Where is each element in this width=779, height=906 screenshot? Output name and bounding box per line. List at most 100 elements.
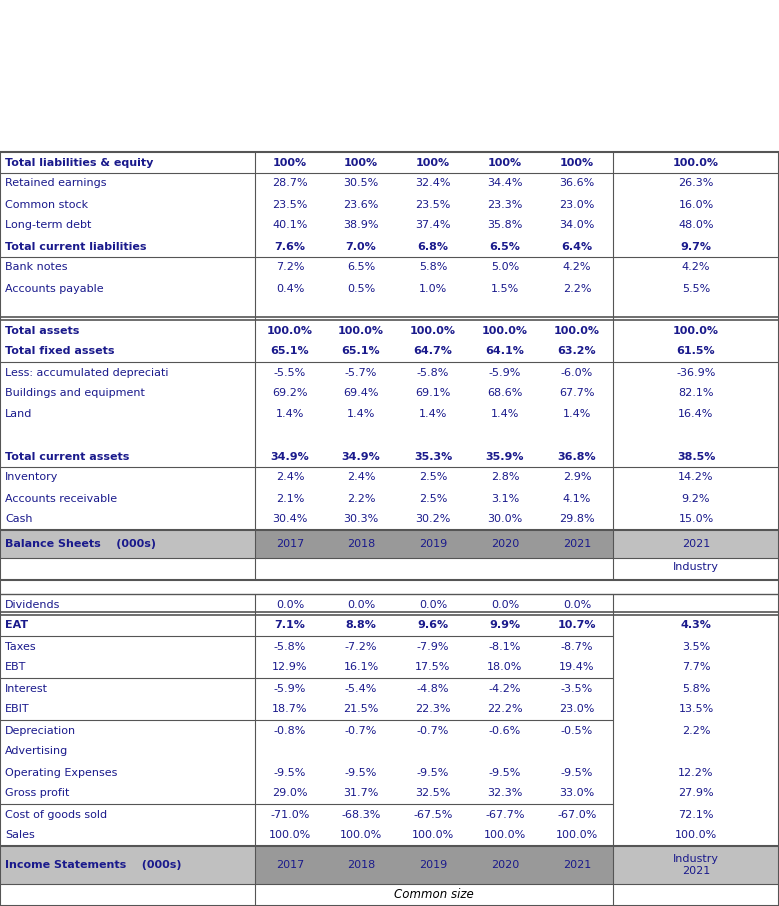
Text: Depreciation: Depreciation: [5, 726, 76, 736]
Text: 5.5%: 5.5%: [682, 284, 710, 294]
Text: 2.2%: 2.2%: [682, 726, 710, 736]
Text: 12.2%: 12.2%: [679, 767, 714, 777]
Text: 100.0%: 100.0%: [673, 325, 719, 335]
Bar: [0, 530, 255, 558]
Bar: [0, 846, 255, 884]
Text: 29.0%: 29.0%: [272, 788, 308, 798]
Text: 34.4%: 34.4%: [487, 178, 523, 188]
Bar: [613, 530, 779, 558]
Text: 6.4%: 6.4%: [562, 242, 593, 252]
Text: 34.9%: 34.9%: [342, 451, 380, 461]
Text: 13.5%: 13.5%: [679, 705, 714, 715]
Text: Industry
2021: Industry 2021: [673, 854, 719, 876]
Text: Income Statements    (000s): Income Statements (000s): [5, 860, 182, 870]
Text: 4.3%: 4.3%: [681, 621, 711, 631]
Text: Gross profit: Gross profit: [5, 788, 69, 798]
Bar: [0, 558, 255, 580]
Text: Accounts receivable: Accounts receivable: [5, 494, 117, 504]
Text: -4.2%: -4.2%: [488, 683, 521, 693]
Text: 9.6%: 9.6%: [418, 621, 449, 631]
Text: Cost of goods sold: Cost of goods sold: [5, 809, 108, 820]
Text: 2018: 2018: [347, 860, 375, 870]
Text: 30.0%: 30.0%: [488, 515, 523, 525]
Text: 2017: 2017: [276, 539, 304, 549]
Text: 2018: 2018: [347, 539, 375, 549]
Text: -0.6%: -0.6%: [489, 726, 521, 736]
Text: 0.0%: 0.0%: [276, 600, 304, 610]
Text: 0.0%: 0.0%: [347, 600, 375, 610]
Text: Common size: Common size: [394, 889, 474, 901]
Text: 2019: 2019: [419, 539, 447, 549]
Text: 65.1%: 65.1%: [342, 346, 380, 356]
Text: Accounts payable: Accounts payable: [5, 284, 104, 294]
Text: 23.5%: 23.5%: [273, 199, 308, 209]
Text: -8.1%: -8.1%: [488, 641, 521, 651]
Text: 31.7%: 31.7%: [344, 788, 379, 798]
Text: Less: accumulated depreciati: Less: accumulated depreciati: [5, 368, 168, 378]
Text: 9.9%: 9.9%: [489, 621, 520, 631]
Text: 2.4%: 2.4%: [276, 473, 305, 483]
Text: -5.9%: -5.9%: [488, 368, 521, 378]
Text: 72.1%: 72.1%: [679, 809, 714, 820]
Text: 2.9%: 2.9%: [562, 473, 591, 483]
Text: Long-term debt: Long-term debt: [5, 220, 91, 230]
Text: 28.7%: 28.7%: [272, 178, 308, 188]
Text: 22.2%: 22.2%: [487, 705, 523, 715]
Text: 68.6%: 68.6%: [488, 389, 523, 399]
Text: 15.0%: 15.0%: [679, 515, 714, 525]
Text: Common stock: Common stock: [5, 199, 88, 209]
Text: 30.5%: 30.5%: [344, 178, 379, 188]
Text: 7.1%: 7.1%: [274, 621, 305, 631]
Text: -5.8%: -5.8%: [417, 368, 449, 378]
Text: 100%: 100%: [273, 158, 307, 168]
Text: -5.9%: -5.9%: [273, 683, 306, 693]
Bar: [0, 884, 779, 906]
Text: 63.2%: 63.2%: [558, 346, 596, 356]
Text: 37.4%: 37.4%: [415, 220, 451, 230]
Text: Operating Expenses: Operating Expenses: [5, 767, 118, 777]
Text: -8.7%: -8.7%: [561, 641, 594, 651]
Text: 30.3%: 30.3%: [344, 515, 379, 525]
Text: 8.8%: 8.8%: [346, 621, 376, 631]
Text: 100.0%: 100.0%: [269, 831, 311, 841]
Text: -6.0%: -6.0%: [561, 368, 593, 378]
Text: Dividends: Dividends: [5, 600, 61, 610]
Text: Total current liabilities: Total current liabilities: [5, 242, 146, 252]
Text: 100%: 100%: [488, 158, 522, 168]
Text: Land: Land: [5, 410, 33, 419]
Text: 0.4%: 0.4%: [276, 284, 304, 294]
Text: 1.4%: 1.4%: [419, 410, 447, 419]
Text: Interest: Interest: [5, 683, 48, 693]
Text: -67.5%: -67.5%: [414, 809, 453, 820]
Text: 1.0%: 1.0%: [419, 284, 447, 294]
Text: 2.4%: 2.4%: [347, 473, 375, 483]
Text: 100.0%: 100.0%: [340, 831, 382, 841]
Text: 1.4%: 1.4%: [562, 410, 591, 419]
Text: 69.1%: 69.1%: [415, 389, 451, 399]
Text: 23.0%: 23.0%: [559, 199, 594, 209]
Text: 2.2%: 2.2%: [562, 284, 591, 294]
Text: -36.9%: -36.9%: [676, 368, 716, 378]
Text: 26.3%: 26.3%: [679, 178, 714, 188]
Text: -5.4%: -5.4%: [345, 683, 377, 693]
Text: -71.0%: -71.0%: [270, 809, 310, 820]
Text: 9.7%: 9.7%: [681, 242, 711, 252]
Text: 2019: 2019: [419, 860, 447, 870]
Text: 1.4%: 1.4%: [347, 410, 375, 419]
Text: 23.6%: 23.6%: [344, 199, 379, 209]
Text: -9.5%: -9.5%: [488, 767, 521, 777]
Text: 2020: 2020: [491, 539, 519, 549]
Text: 23.5%: 23.5%: [415, 199, 451, 209]
Text: Total current assets: Total current assets: [5, 451, 129, 461]
Text: 100%: 100%: [344, 158, 378, 168]
Text: -4.8%: -4.8%: [417, 683, 449, 693]
Text: 64.1%: 64.1%: [485, 346, 524, 356]
Text: 35.3%: 35.3%: [414, 451, 452, 461]
Text: 18.7%: 18.7%: [272, 705, 308, 715]
Text: 0.0%: 0.0%: [563, 600, 591, 610]
Text: 23.0%: 23.0%: [559, 705, 594, 715]
Text: Advertising: Advertising: [5, 747, 69, 757]
Text: 9.2%: 9.2%: [682, 494, 710, 504]
Text: 2021: 2021: [563, 860, 591, 870]
Text: 61.5%: 61.5%: [677, 346, 715, 356]
